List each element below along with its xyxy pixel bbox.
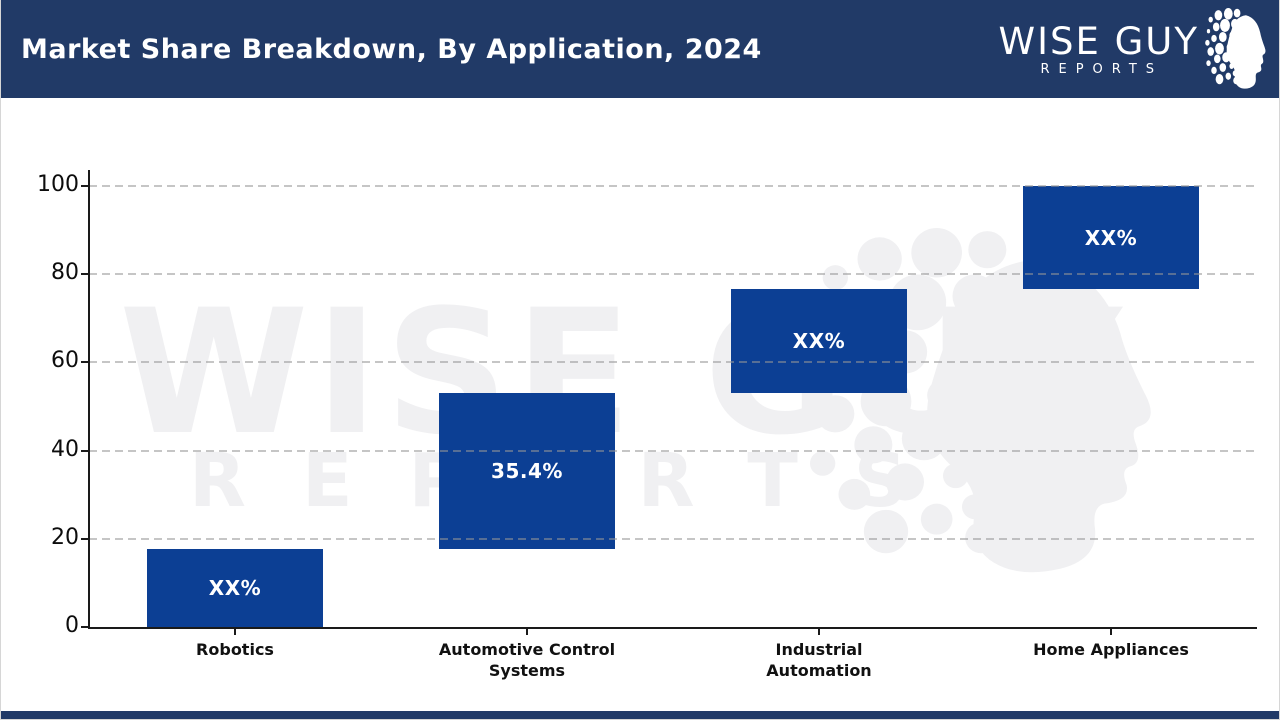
y-tick-label-80: 80	[51, 260, 79, 286]
chart-title: Market Share Breakdown, By Application, …	[21, 33, 762, 65]
bar-2: XX%	[731, 289, 907, 393]
header-band: Market Share Breakdown, By Application, …	[1, 0, 1279, 98]
gridline-40	[89, 449, 1257, 452]
y-tick-mark-20	[81, 537, 89, 540]
x-axis-line	[88, 627, 1257, 629]
bar-value-label-2: XX%	[792, 329, 846, 353]
logo-subtext: REPORTS	[1040, 61, 1164, 77]
y-tick-label-100: 100	[37, 172, 79, 197]
bar-0: XX%	[147, 548, 323, 627]
gridline-20	[89, 537, 1257, 540]
bar-value-label-3: XX%	[1084, 225, 1138, 250]
y-tick-mark-100	[81, 185, 89, 187]
x-category-label-2: Industrial Automation	[766, 640, 872, 680]
bar-1: 35.4%	[439, 392, 615, 549]
x-category-label-3: Home Appliances	[1033, 640, 1189, 659]
wise-guy-reports-logo: WISE GUY REPORTS	[999, 0, 1269, 98]
gridline-100	[89, 185, 1257, 187]
y-tick-label-0: 0	[65, 613, 79, 638]
y-tick-label-20: 20	[51, 524, 79, 550]
bar-value-label-1: 35.4%	[491, 458, 563, 483]
logo-wordmark: WISE GUY	[998, 19, 1199, 63]
y-tick-label-40: 40	[51, 436, 79, 462]
y-tick-mark-0	[81, 626, 89, 628]
x-tick-mark-1	[526, 629, 528, 635]
gridline-60	[89, 361, 1257, 364]
logo-text: WISE GUY REPORTS	[999, 23, 1199, 76]
gridline-80	[89, 273, 1257, 276]
footer-band	[1, 711, 1279, 719]
bar-value-label-0: XX%	[208, 575, 262, 600]
x-tick-mark-0	[234, 629, 236, 635]
x-tick-mark-2	[818, 629, 820, 635]
y-tick-mark-60	[81, 361, 89, 364]
x-category-label-1: Automotive Control Systems	[438, 640, 616, 680]
x-category-label-0: Robotics	[196, 640, 274, 659]
logo-head-icon	[1205, 8, 1266, 89]
y-axis-line	[88, 170, 90, 629]
y-tick-label-60: 60	[51, 348, 79, 374]
y-tick-mark-80	[81, 273, 89, 276]
x-tick-mark-3	[1110, 629, 1112, 635]
y-tick-mark-40	[81, 449, 89, 452]
